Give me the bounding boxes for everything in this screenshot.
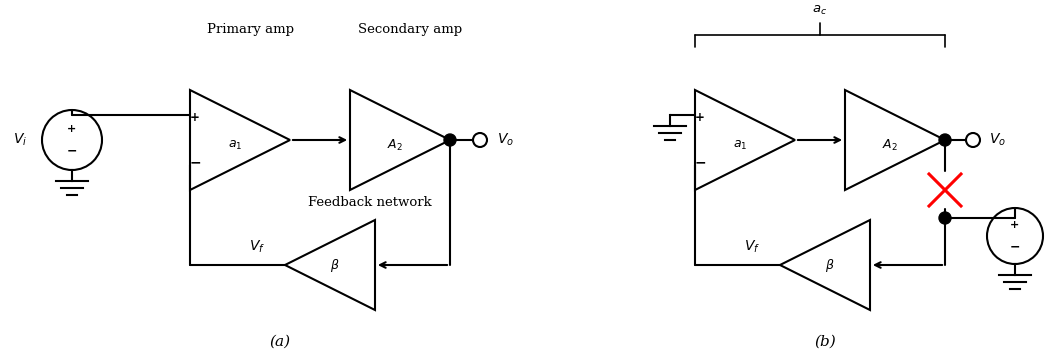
Text: Primary amp: Primary amp	[207, 23, 294, 36]
Text: $V_f$: $V_f$	[249, 239, 265, 255]
Text: −: −	[694, 156, 706, 170]
Text: $\beta$: $\beta$	[825, 256, 835, 274]
Text: $V_o$: $V_o$	[497, 132, 514, 148]
Text: Feedback network: Feedback network	[308, 195, 432, 208]
Text: −: −	[1010, 240, 1021, 253]
Text: (b): (b)	[814, 335, 836, 349]
Text: $a_1$: $a_1$	[733, 139, 748, 152]
Text: $A_2$: $A_2$	[387, 138, 403, 153]
Text: +: +	[695, 111, 705, 124]
Text: −: −	[189, 156, 201, 170]
Circle shape	[444, 134, 456, 146]
Circle shape	[939, 134, 951, 146]
Text: $a_c$: $a_c$	[813, 4, 827, 17]
Text: +: +	[1010, 220, 1020, 230]
Text: $V_i$: $V_i$	[13, 132, 27, 148]
Text: Secondary amp: Secondary amp	[358, 23, 462, 36]
Text: $V_f$: $V_f$	[744, 239, 760, 255]
Text: (a): (a)	[270, 335, 291, 349]
Text: $\beta$: $\beta$	[330, 256, 340, 274]
Text: $a_1$: $a_1$	[228, 139, 243, 152]
Text: +: +	[67, 123, 77, 134]
Text: +: +	[190, 111, 200, 124]
Circle shape	[939, 212, 951, 224]
Text: $A_2$: $A_2$	[882, 138, 898, 153]
Text: −: −	[67, 145, 78, 158]
Text: $V_o$: $V_o$	[989, 132, 1006, 148]
